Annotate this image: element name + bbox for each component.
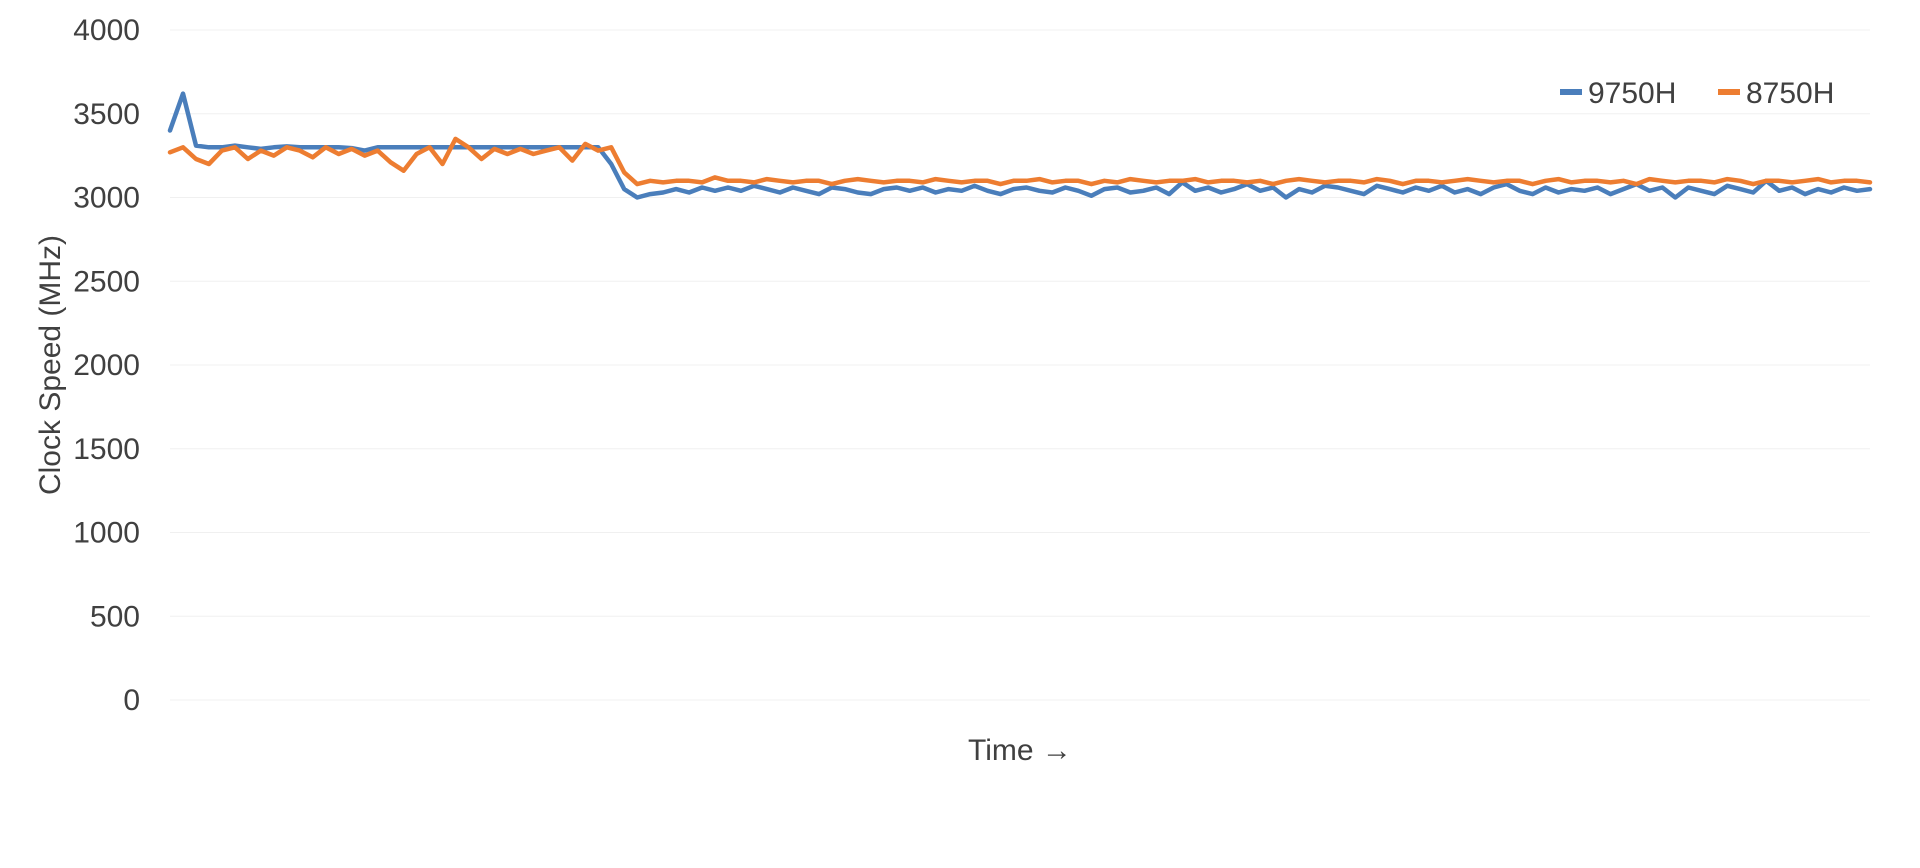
y-tick-label: 0 [123,684,140,717]
legend-label: 8750H [1746,77,1834,110]
y-tick-label: 500 [90,600,140,633]
y-tick-label: 1000 [73,517,140,550]
y-tick-label: 2000 [73,349,140,382]
x-axis-label: Time → [968,734,1072,767]
chart-svg: 0 500 1000 1500 2000 2500 3000 3500 4000 Clock Sp… [0,0,1920,868]
legend-label: 9750H [1588,77,1676,110]
y-axis-label: Clock Speed (MHz) [34,235,67,495]
clock-speed-chart: 0 500 1000 1500 2000 2500 3000 3500 4000 Clock Sp… [0,0,1920,868]
y-tick-label: 2500 [73,265,140,298]
y-tick-label: 1500 [73,433,140,466]
y-tick-label: 3000 [73,182,140,215]
y-tick-label: 4000 [73,14,140,47]
y-tick-label: 3500 [73,98,140,131]
